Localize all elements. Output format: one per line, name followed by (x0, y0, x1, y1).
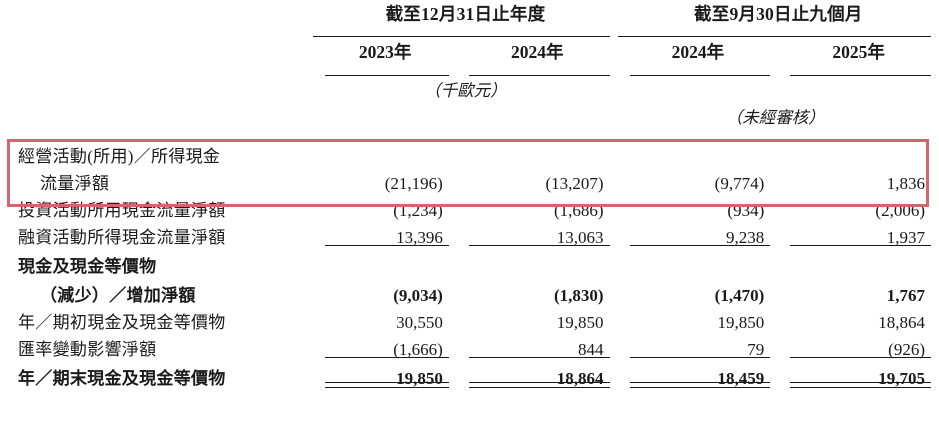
year-rule-2024-interim (618, 67, 779, 76)
row-cell (313, 248, 457, 277)
year-rule-2023 (313, 67, 457, 76)
row-cell: 19,850 (556, 313, 604, 332)
row-cell: 9,238 (618, 221, 779, 248)
row-cell: 1,937 (778, 221, 939, 248)
row-cell: 18,864 (878, 313, 925, 332)
row-cell: (1,686) (553, 201, 604, 220)
table-row: 流量淨額 (21,196) (13,207) (9,774) 1,836 (0, 167, 939, 194)
row-cell: 1,767 (886, 286, 925, 305)
row-cell: (934) (727, 201, 765, 220)
row-cell: 79 (618, 333, 779, 360)
table-row: 年／期末現金及現金等價物 19,850 18,864 18,459 19,705 (0, 360, 939, 389)
group-header-spacer (0, 0, 313, 29)
row-cell: 13,396 (313, 221, 457, 248)
year-rule-2024-annual (457, 67, 618, 76)
table-row: 年／期初現金及現金等價物 30,550 19,850 19,850 18,864 (0, 306, 939, 333)
year-rule-spacer (0, 67, 313, 76)
row-label-operating-line2: 流量淨額 (40, 174, 110, 193)
row-label-financing: 融資活動所得現金流量淨額 (18, 228, 226, 247)
row-cell (313, 140, 457, 167)
row-cell (778, 140, 939, 167)
row-cell (457, 248, 618, 277)
row-cell: 30,550 (396, 313, 443, 332)
group-header-annual: 截至12月31日止年度 (385, 4, 546, 24)
row-cell: (1,666) (313, 333, 457, 360)
year-header-row: 2023年 2024年 2024年 2025年 (0, 37, 939, 67)
row-cell: (9,034) (393, 286, 443, 305)
unit-note: （千歐元） (424, 81, 507, 100)
year-header-rule-row (0, 67, 939, 76)
group-header-rule-row (0, 29, 939, 37)
header-body-gap (0, 130, 939, 140)
group-rule-nine-months (617, 29, 939, 37)
year-header-2024-annual: 2024年 (510, 42, 564, 62)
row-cell: 19,850 (313, 360, 457, 389)
row-cell: 13,063 (457, 221, 618, 248)
row-cell (618, 140, 779, 167)
row-label-opening-cash: 年／期初現金及現金等價物 (18, 313, 226, 332)
row-cell: (926) (778, 333, 939, 360)
row-cell: (13,207) (545, 174, 604, 193)
table-row: （減少）／增加淨額 (9,034) (1,830) (1,470) 1,767 (0, 277, 939, 306)
unit-note-right-spacer (618, 76, 939, 103)
year-header-spacer (0, 37, 313, 67)
year-header-2023: 2023年 (358, 42, 412, 62)
row-cell: (1,830) (553, 286, 604, 305)
row-cell: 18,864 (457, 360, 618, 389)
row-cell: (1,470) (714, 286, 765, 305)
rule-spacer (0, 29, 313, 37)
table-row: 匯率變動影響淨額 (1,666) 844 79 (926) (0, 333, 939, 360)
row-cell (778, 248, 939, 277)
cash-flow-table: 截至12月31日止年度 截至9月30日止九個月 2023年 2024年 2024… (0, 0, 939, 389)
unaudited-note: （未經審核） (725, 108, 825, 127)
year-rule-2025-interim (778, 67, 939, 76)
row-label-closing-cash: 年／期末現金及現金等價物 (18, 369, 226, 388)
table-row: 現金及現金等價物 (0, 248, 939, 277)
group-header-nine-months: 截至9月30日止九個月 (694, 4, 863, 24)
year-header-2024-interim: 2024年 (671, 42, 725, 62)
row-cell: 844 (457, 333, 618, 360)
table-row: 融資活動所得現金流量淨額 13,396 13,063 9,238 1,937 (0, 221, 939, 248)
unit-note-spacer (0, 76, 313, 103)
unaudited-note-row: （未經審核） (0, 103, 939, 130)
row-cell: 19,850 (717, 313, 765, 332)
row-cell: (1,234) (393, 201, 443, 220)
row-cell: (2,006) (875, 201, 925, 220)
row-label-net-change-line2: （減少）／增加淨額 (40, 286, 196, 305)
row-cell: 19,705 (778, 360, 939, 389)
row-cell (618, 248, 779, 277)
unit-note-row: （千歐元） (0, 76, 939, 103)
row-cell (457, 140, 618, 167)
row-cell: (21,196) (384, 174, 443, 193)
table-row: 投資活動所用現金流量淨額 (1,234) (1,686) (934) (2,00… (0, 194, 939, 221)
unaudited-note-spacer (0, 103, 618, 130)
year-header-2025-interim: 2025年 (832, 42, 885, 62)
group-rule-annual (313, 29, 617, 37)
row-cell: (9,774) (714, 174, 765, 193)
row-cell: 18,459 (618, 360, 779, 389)
row-label-fx-effect: 匯率變動影響淨額 (18, 340, 157, 359)
row-cell: 1,836 (886, 174, 925, 193)
group-header-row: 截至12月31日止年度 截至9月30日止九個月 (0, 0, 939, 29)
table-row: 經營活動(所用)／所得現金 (0, 140, 939, 167)
row-label-operating-line1: 經營活動(所用)／所得現金 (18, 147, 221, 166)
row-label-investing: 投資活動所用現金流量淨額 (18, 201, 226, 220)
row-label-net-change-line1: 現金及現金等價物 (18, 257, 157, 276)
